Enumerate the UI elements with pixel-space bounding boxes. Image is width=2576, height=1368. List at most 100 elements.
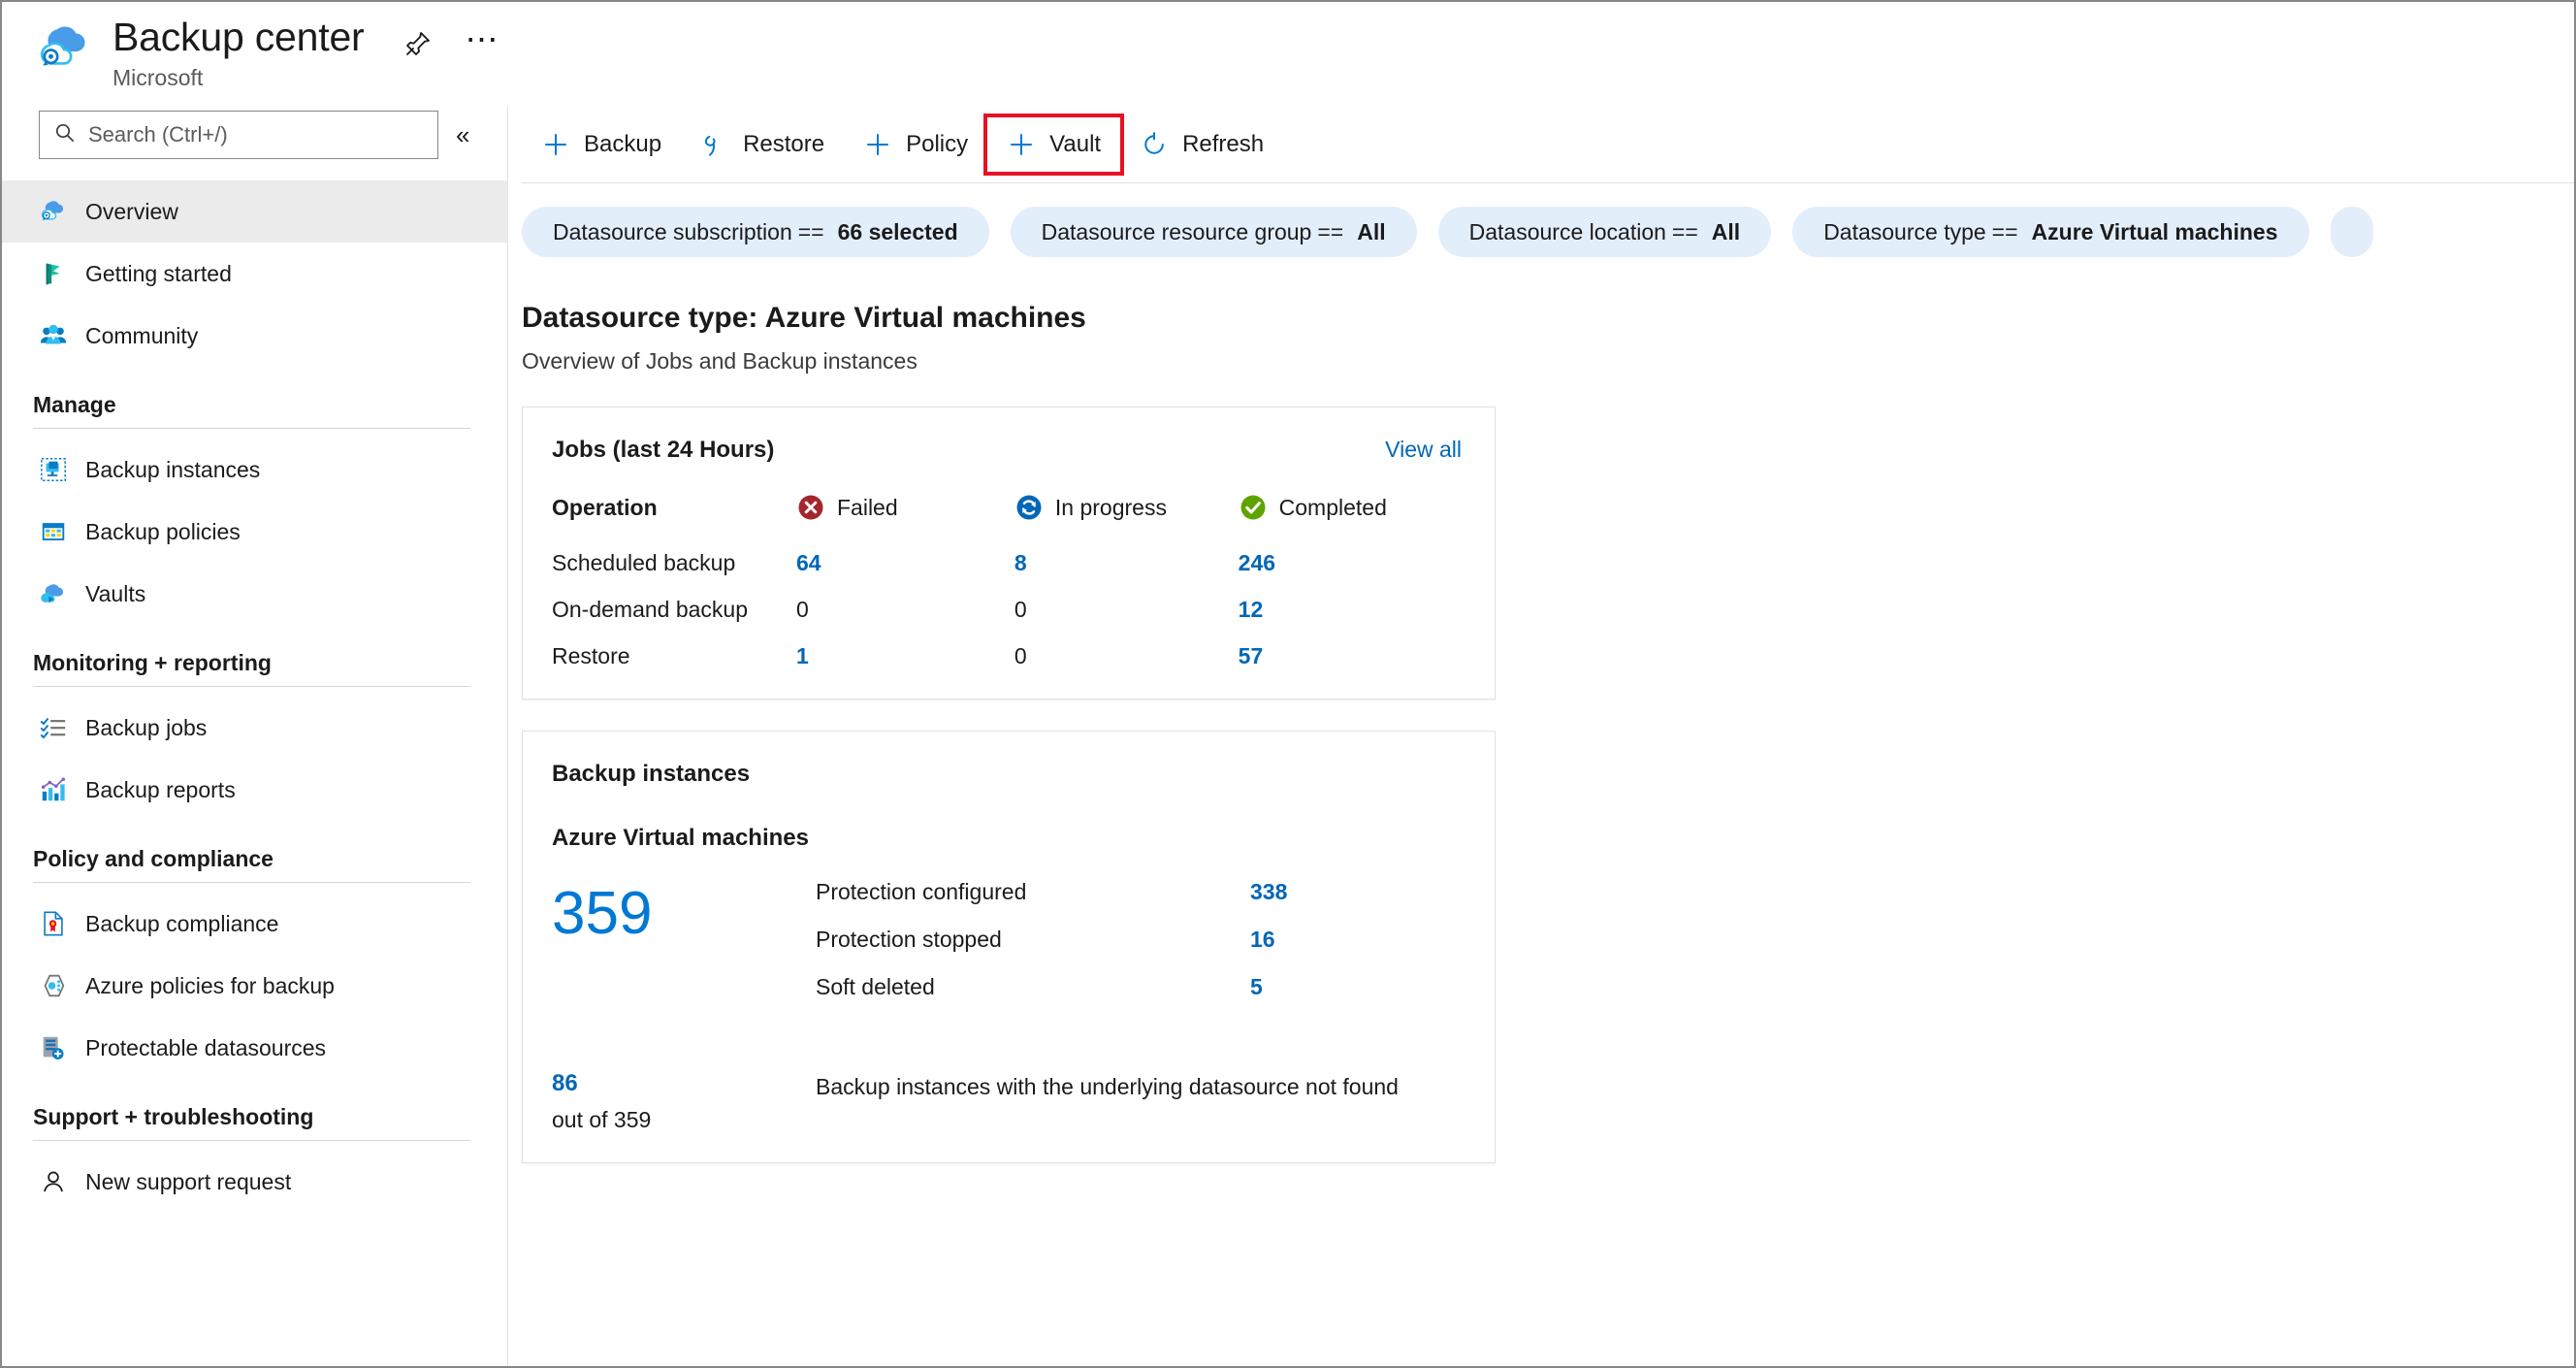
instances-card-subtitle: Azure Virtual machines — [552, 825, 809, 851]
sidebar-item-backup-instances[interactable]: Backup instances — [2, 439, 507, 501]
filter-operator: == — [1317, 218, 1344, 244]
policy-grid-icon — [39, 517, 68, 546]
section-heading: Datasource type: Azure Virtual machines … — [508, 257, 2574, 375]
check-circle-icon — [1239, 493, 1268, 522]
title-actions: ⋯ — [403, 12, 500, 63]
body-split: « Overview — [2, 107, 2574, 1366]
backup-button[interactable]: Backup — [522, 117, 681, 172]
instances-total-count: 359 — [552, 880, 653, 947]
sidebar-item-label: Protectable datasources — [85, 1035, 327, 1060]
filter-value: All — [1357, 218, 1386, 244]
cell-completed[interactable]: 12 — [1238, 597, 1264, 622]
azure-policy-hexagon-icon — [39, 971, 68, 1000]
compliance-document-icon — [39, 909, 68, 938]
search-input[interactable] — [88, 122, 424, 147]
filter-pill-datasource-resource-group[interactable]: Datasource resource group == All — [1010, 207, 1417, 257]
backup-instance-icon — [39, 455, 68, 484]
sidebar-search-row: « — [2, 111, 507, 159]
sidebar-item-backup-jobs[interactable]: Backup jobs — [2, 697, 507, 759]
table-row: On-demand backup 0 0 12 — [552, 576, 1462, 623]
datasource-not-found-outof: out of 359 — [552, 1107, 652, 1132]
breakdown-value[interactable]: 16 — [1250, 927, 1275, 952]
cell-failed[interactable]: 64 — [796, 550, 821, 575]
sidebar-group-title: Support + troubleshooting — [33, 1104, 314, 1129]
filter-operator: == — [1991, 218, 2018, 244]
breakdown-value[interactable]: 338 — [1250, 879, 1288, 904]
filter-pill-datasource-location[interactable]: Datasource location == All — [1437, 207, 1772, 257]
sidebar-item-label: Community — [85, 323, 199, 348]
column-operation: Operation — [552, 494, 658, 520]
instances-card-title: Backup instances — [552, 761, 751, 787]
search-box[interactable] — [39, 111, 438, 159]
error-circle-icon — [796, 493, 825, 522]
plus-icon — [863, 130, 892, 159]
restore-button[interactable]: Restore — [681, 117, 844, 172]
column-failed: Failed — [796, 493, 1014, 530]
sidebar-item-protectable-datasources[interactable]: Protectable datasources — [2, 1017, 507, 1079]
row-operation-label: On-demand backup — [552, 597, 749, 622]
sidebar-item-label: Backup jobs — [85, 715, 208, 740]
sidebar-item-vaults[interactable]: Vaults — [2, 563, 507, 625]
title-text-block: Backup center Microsoft — [113, 12, 365, 92]
sidebar-item-label: Backup compliance — [85, 911, 279, 936]
vault-cloud-icon — [39, 579, 68, 608]
sidebar-item-backup-policies[interactable]: Backup policies — [2, 501, 507, 563]
section-subtitle: Overview of Jobs and Backup instances — [522, 348, 918, 374]
undo-arrow-icon — [700, 130, 729, 159]
toolbar-button-label: Vault — [1049, 131, 1102, 157]
jobs-card-header: Jobs (last 24 Hours) View all — [552, 437, 1462, 464]
sidebar-group-title: Policy and compliance — [33, 846, 274, 871]
filter-pill-datasource-type[interactable]: Datasource type == Azure Virtual machine… — [1792, 207, 2309, 257]
breakdown-label: Soft deleted — [816, 974, 935, 999]
pin-icon[interactable] — [403, 29, 433, 63]
refresh-button[interactable]: Refresh — [1120, 117, 1283, 172]
content-pane: Backup Restore — [508, 107, 2574, 1366]
datasource-not-found-count[interactable]: 86 — [552, 1070, 578, 1096]
sidebar-item-new-support-request[interactable]: New support request — [2, 1151, 507, 1213]
page-subtitle: Microsoft — [113, 65, 204, 90]
sidebar-item-backup-compliance[interactable]: Backup compliance — [2, 893, 507, 955]
instances-summary: 359 Protection configured 338 Protection… — [552, 879, 1462, 1022]
sidebar-item-azure-policies-for-backup[interactable]: Azure policies for backup — [2, 955, 507, 1017]
refresh-icon — [1140, 130, 1169, 159]
row-operation-label: Scheduled backup — [552, 550, 736, 575]
datasource-not-found-text: Backup instances with the underlying dat… — [816, 1074, 1399, 1099]
sidebar-item-overview[interactable]: Overview — [2, 180, 507, 243]
sidebar-item-backup-reports[interactable]: Backup reports — [2, 759, 507, 821]
instances-footer: 86 out of 359 Backup instances with the … — [552, 1070, 1462, 1133]
filter-name: Datasource subscription — [553, 218, 792, 244]
cell-failed[interactable]: 1 — [796, 643, 809, 668]
column-label: Completed — [1278, 494, 1387, 520]
cell-completed[interactable]: 57 — [1238, 643, 1264, 668]
sidebar-item-community[interactable]: Community — [2, 305, 507, 367]
cell-completed[interactable]: 246 — [1238, 550, 1276, 575]
filter-value: Azure Virtual machines — [2031, 218, 2278, 244]
sidebar-item-label: New support request — [85, 1169, 292, 1194]
command-toolbar: Backup Restore — [508, 107, 2574, 182]
sidebar-item-getting-started[interactable]: Getting started — [2, 243, 507, 305]
breakdown-value[interactable]: 5 — [1250, 974, 1263, 999]
vault-button[interactable]: Vault — [983, 114, 1125, 176]
toolbar-button-label: Refresh — [1182, 131, 1265, 157]
row-operation-label: Restore — [552, 643, 630, 668]
sync-circle-icon — [1014, 493, 1044, 522]
backup-center-logo-icon — [35, 17, 99, 81]
policy-button[interactable]: Policy — [844, 117, 987, 172]
filter-pill-overflow[interactable] — [2330, 207, 2373, 257]
collapse-sidebar-button[interactable]: « — [456, 120, 470, 149]
filter-pill-datasource-subscription[interactable]: Datasource subscription == 66 selected — [522, 207, 989, 257]
view-all-jobs-link[interactable]: View all — [1385, 437, 1462, 462]
divider — [33, 428, 470, 429]
breakdown-label: Protection configured — [816, 879, 1027, 904]
table-row: Scheduled backup 64 8 246 — [552, 530, 1462, 576]
jobs-card-title: Jobs (last 24 Hours) — [552, 437, 775, 463]
toolbar-divider — [522, 182, 2574, 183]
toolbar-button-label: Backup — [584, 131, 662, 157]
cell-in-progress[interactable]: 8 — [1014, 550, 1027, 575]
support-person-icon — [39, 1167, 68, 1196]
more-options-icon[interactable]: ⋯ — [465, 20, 500, 58]
bar-chart-icon — [39, 775, 68, 804]
column-in-progress: In progress — [1014, 493, 1239, 530]
section-title: Datasource type: Azure Virtual machines — [522, 302, 1086, 334]
title-bar: Backup center Microsoft ⋯ — [2, 2, 2574, 107]
